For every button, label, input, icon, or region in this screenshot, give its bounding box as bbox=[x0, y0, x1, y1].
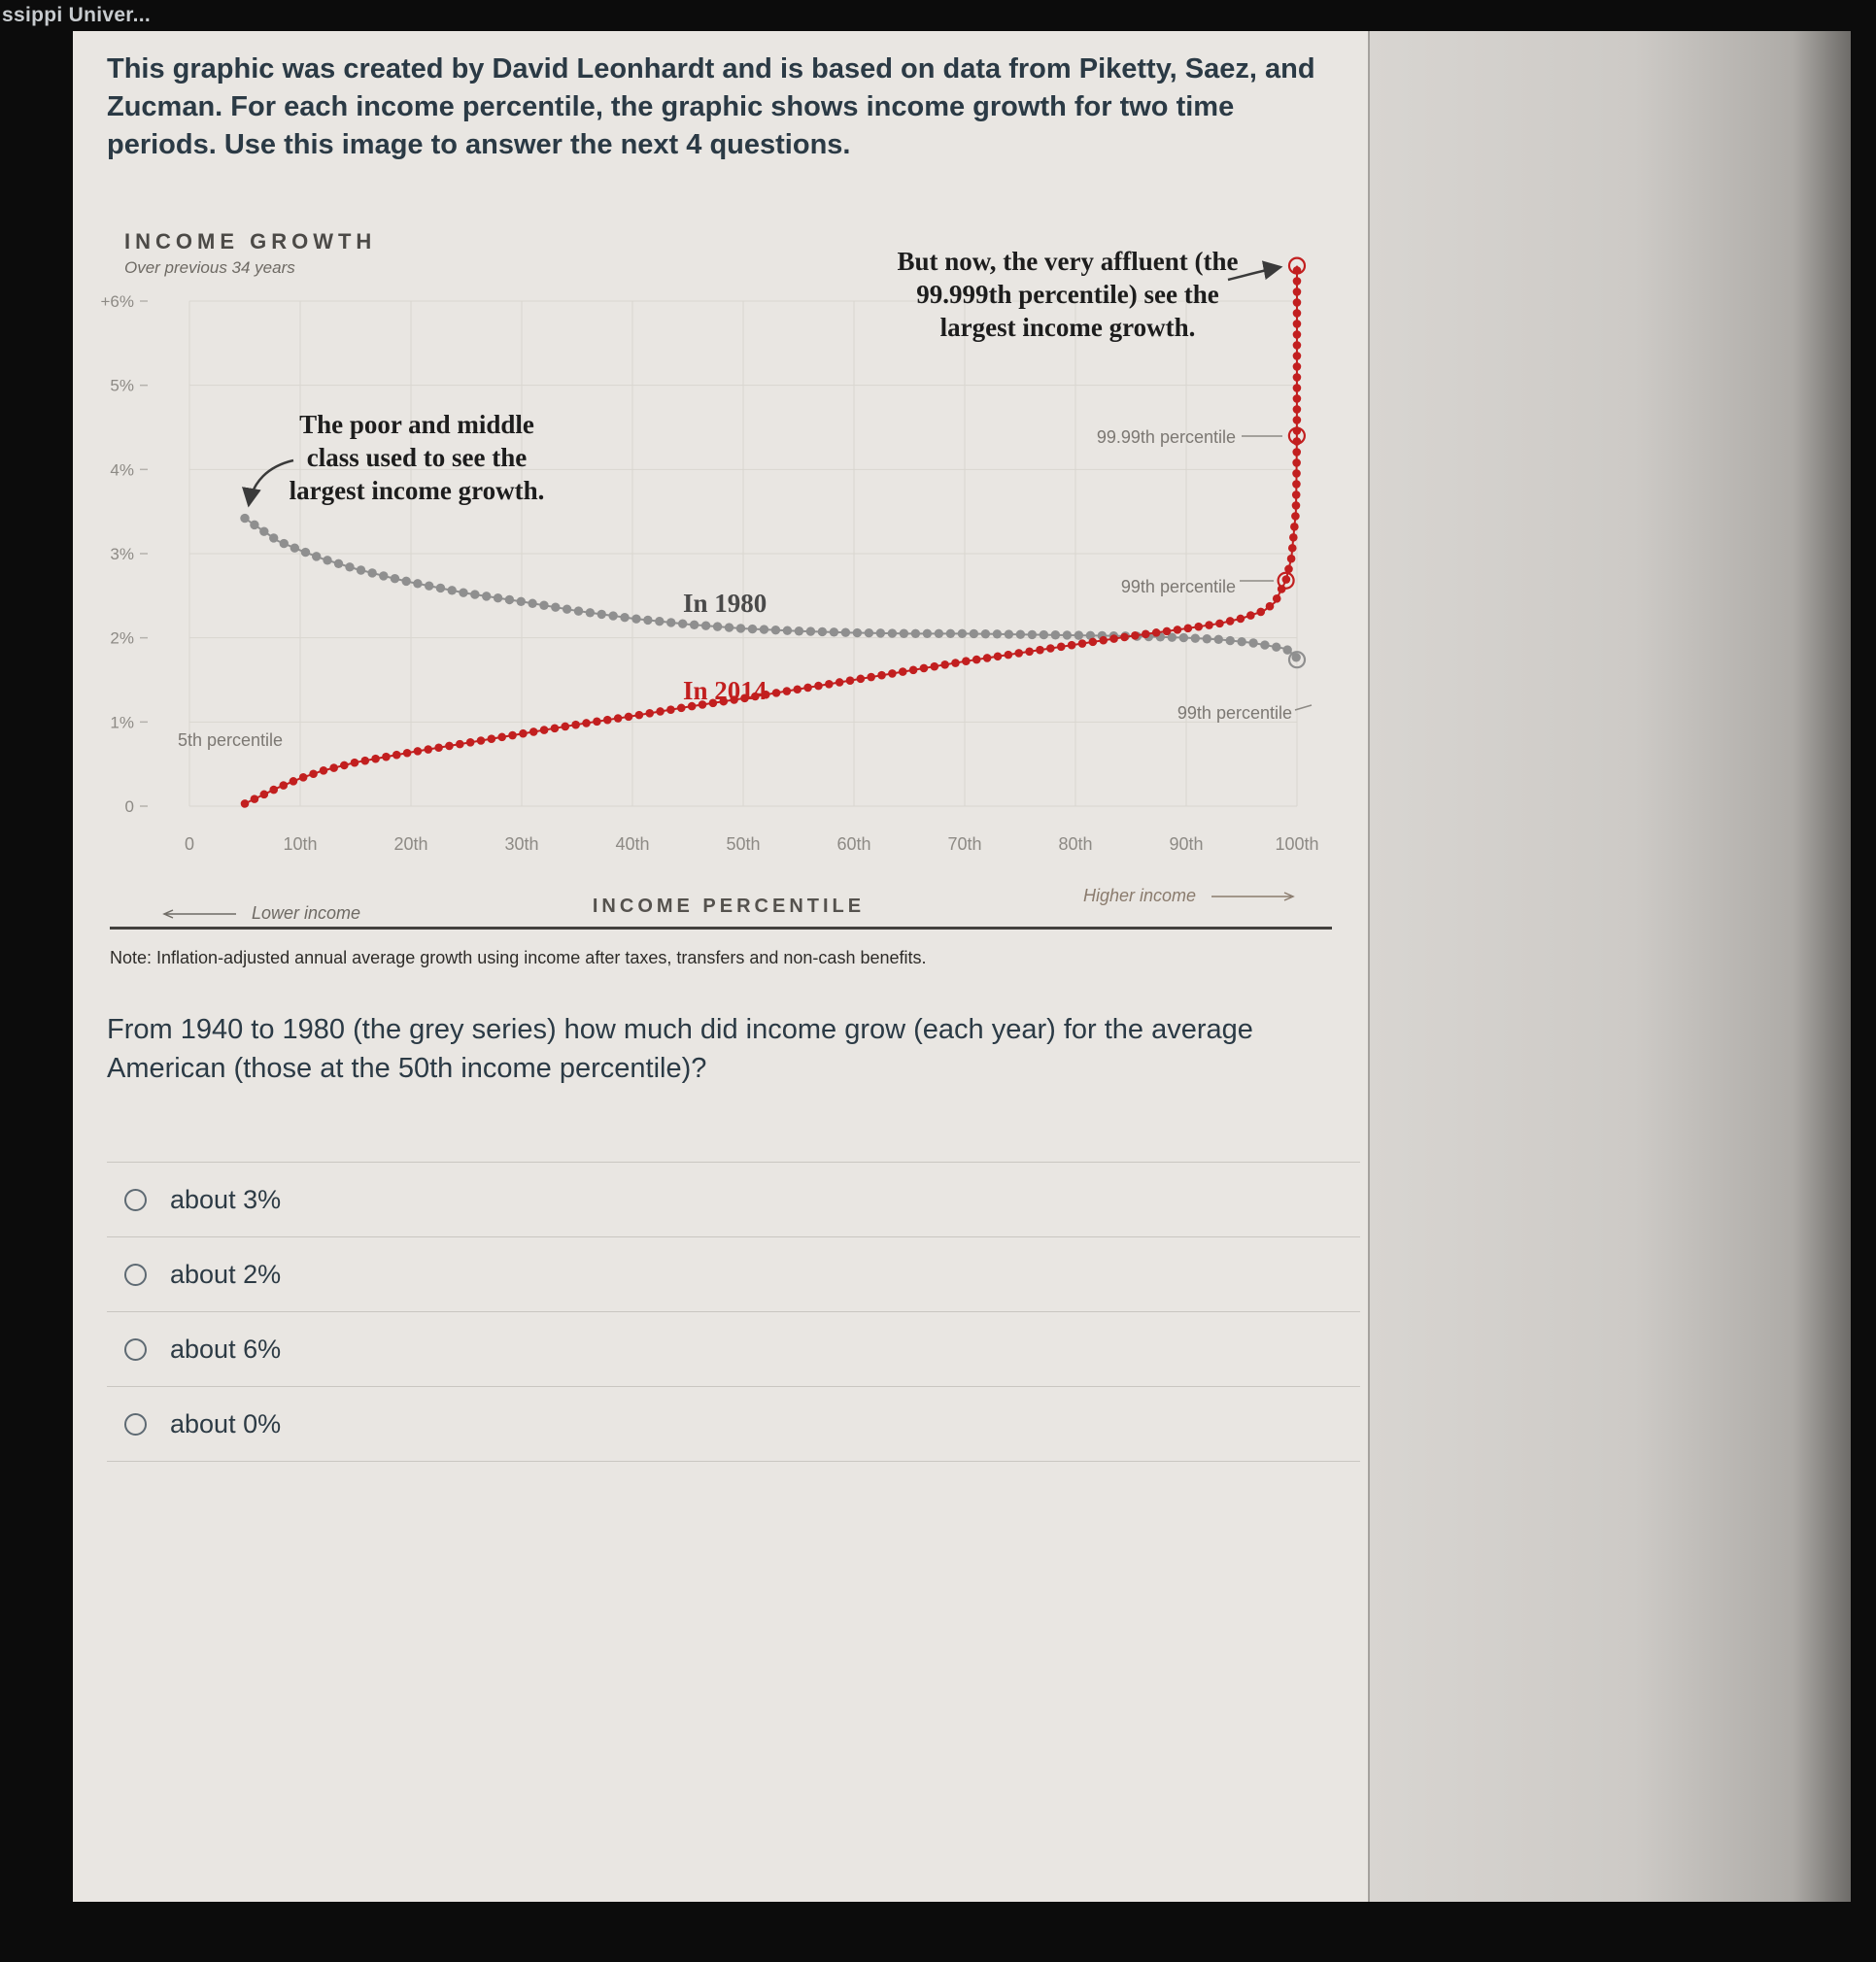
answer-option[interactable]: about 0% bbox=[107, 1387, 1360, 1462]
svg-text:70th: 70th bbox=[947, 834, 981, 854]
chart-title: INCOME GROWTH bbox=[124, 229, 377, 254]
arrow-to-top-point bbox=[1227, 260, 1283, 282]
svg-text:80th: 80th bbox=[1058, 834, 1092, 854]
x-axis-title: INCOME PERCENTILE bbox=[592, 896, 866, 917]
lower-income-direction: Lower income bbox=[160, 903, 360, 924]
svg-text:2%: 2% bbox=[110, 629, 134, 648]
svg-text:5%: 5% bbox=[110, 377, 134, 395]
label-99th-percentile-upper: 99th percentile bbox=[1120, 577, 1236, 596]
svg-text:60th: 60th bbox=[836, 834, 870, 854]
svg-text:4%: 4% bbox=[110, 460, 134, 479]
arrow-to-grey-start bbox=[242, 458, 294, 508]
chart-subtitle: Over previous 34 years bbox=[124, 258, 295, 277]
left-arrow-icon bbox=[162, 908, 236, 919]
radio-button[interactable] bbox=[124, 1337, 147, 1361]
svg-text:90th: 90th bbox=[1169, 834, 1203, 854]
right-gutter bbox=[1370, 31, 1851, 1902]
svg-text:30th: 30th bbox=[504, 834, 538, 854]
label-5th-percentile: 5th percentile bbox=[178, 730, 284, 750]
chart-canvas: +6% 5% 4% 3% 2% 1% 0 0 10th 20th 30th 40th 50th 60th 7… bbox=[101, 256, 1319, 854]
svg-text:0: 0 bbox=[185, 834, 194, 854]
browser-tab-title: ssippi Univer... bbox=[2, 4, 152, 26]
answer-option[interactable]: about 2% bbox=[107, 1237, 1360, 1312]
series-label-1980: In 1980 bbox=[683, 589, 767, 618]
pointer-dash-99-lower bbox=[1294, 704, 1313, 711]
annotation-arrows bbox=[242, 260, 1313, 711]
higher-income-direction: Higher income bbox=[1083, 886, 1297, 906]
svg-text:20th: 20th bbox=[393, 834, 427, 854]
answer-option[interactable]: about 3% bbox=[107, 1163, 1360, 1237]
radio-button[interactable] bbox=[124, 1188, 147, 1211]
answer-option[interactable]: about 6% bbox=[107, 1312, 1360, 1387]
intro-text: This graphic was created by David Leonha… bbox=[107, 53, 1315, 160]
income-growth-chart: INCOME GROWTH Over previous 34 years +6%… bbox=[73, 221, 1368, 989]
svg-text:1%: 1% bbox=[110, 713, 134, 731]
quiz-page: This graphic was created by David Leonha… bbox=[73, 31, 1370, 1902]
radio-button[interactable] bbox=[124, 1412, 147, 1436]
option-label: about 0% bbox=[170, 1408, 282, 1438]
label-99-99th-percentile: 99.99th percentile bbox=[1096, 427, 1236, 447]
chart-plot-layer: +6% 5% 4% 3% 2% 1% 0 0 10th 20th 30th 40th 50th 60th 7… bbox=[101, 256, 1319, 854]
chart-note: Note: Inflation-adjusted annual average … bbox=[110, 948, 927, 967]
answer-options: about 3% about 2% about 6% about 0% bbox=[107, 1162, 1360, 1462]
option-label: about 3% bbox=[170, 1184, 282, 1214]
svg-text:3%: 3% bbox=[110, 545, 134, 563]
label-99th-percentile-lower: 99th percentile bbox=[1177, 703, 1292, 723]
annotation-poor-middle: The poor and middle class used to see th… bbox=[289, 410, 545, 505]
higher-income-label: Higher income bbox=[1083, 886, 1197, 905]
lower-income-label: Lower income bbox=[252, 903, 361, 923]
svg-text:50th: 50th bbox=[726, 834, 760, 854]
radio-button[interactable] bbox=[124, 1263, 147, 1286]
series-label-2014: In 2014 bbox=[683, 676, 767, 705]
svg-text:100th: 100th bbox=[1275, 834, 1318, 854]
question-text: From 1940 to 1980 (the grey series) how … bbox=[107, 1014, 1253, 1084]
svg-text:0: 0 bbox=[125, 797, 134, 816]
annotation-affluent: But now, the very affluent (the 99.999th… bbox=[897, 247, 1239, 342]
option-label: about 6% bbox=[170, 1334, 282, 1364]
svg-text:10th: 10th bbox=[283, 834, 317, 854]
svg-text:+6%: +6% bbox=[101, 292, 135, 311]
option-label: about 2% bbox=[170, 1259, 282, 1289]
svg-text:40th: 40th bbox=[615, 834, 649, 854]
right-arrow-icon bbox=[1211, 891, 1295, 901]
chart-bottom-rule bbox=[110, 927, 1332, 930]
